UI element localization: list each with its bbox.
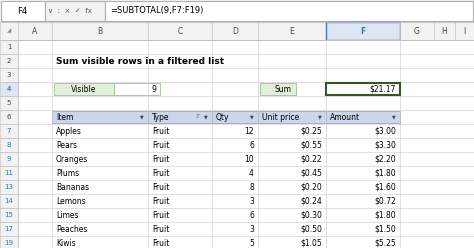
Text: 14: 14: [5, 198, 13, 204]
Text: 6: 6: [249, 141, 254, 150]
Text: Fruit: Fruit: [152, 183, 169, 191]
Text: $0.55: $0.55: [300, 141, 322, 150]
Text: 9: 9: [7, 156, 11, 162]
Text: Pears: Pears: [56, 141, 77, 150]
Text: $3.00: $3.00: [374, 126, 396, 135]
Text: =SUBTOTAL(9,F7:F19): =SUBTOTAL(9,F7:F19): [110, 6, 203, 15]
FancyBboxPatch shape: [105, 1, 473, 21]
FancyBboxPatch shape: [260, 83, 296, 95]
Text: $5.25: $5.25: [374, 239, 396, 248]
Text: $0.24: $0.24: [300, 196, 322, 206]
Text: Oranges: Oranges: [56, 155, 88, 163]
Text: $2.20: $2.20: [374, 155, 396, 163]
Text: 8: 8: [249, 183, 254, 191]
Text: Fruit: Fruit: [152, 141, 169, 150]
Text: 4: 4: [7, 86, 11, 92]
Text: 5: 5: [7, 100, 11, 106]
FancyBboxPatch shape: [258, 22, 326, 40]
FancyBboxPatch shape: [114, 83, 160, 95]
Text: Fruit: Fruit: [152, 211, 169, 219]
FancyBboxPatch shape: [326, 22, 400, 40]
Text: 3: 3: [249, 224, 254, 234]
Text: 17: 17: [4, 226, 13, 232]
Text: 15: 15: [5, 212, 13, 218]
Text: $0.20: $0.20: [300, 183, 322, 191]
Text: 12: 12: [245, 126, 254, 135]
Text: $21.17: $21.17: [370, 85, 396, 93]
FancyBboxPatch shape: [212, 111, 258, 123]
Text: Fruit: Fruit: [152, 155, 169, 163]
Text: $1.60: $1.60: [374, 183, 396, 191]
Text: Lemons: Lemons: [56, 196, 86, 206]
Text: Kiwis: Kiwis: [56, 239, 76, 248]
Text: Fruit: Fruit: [152, 126, 169, 135]
Text: Type: Type: [152, 113, 170, 122]
FancyBboxPatch shape: [326, 111, 400, 123]
Text: 9: 9: [151, 85, 156, 93]
FancyBboxPatch shape: [0, 222, 18, 236]
FancyBboxPatch shape: [0, 22, 18, 40]
Text: B: B: [98, 27, 102, 35]
Text: Qty: Qty: [216, 113, 229, 122]
Text: $0.25: $0.25: [300, 126, 322, 135]
Text: F: F: [360, 27, 365, 35]
Text: 7: 7: [7, 128, 11, 134]
Text: H: H: [442, 27, 447, 35]
FancyBboxPatch shape: [52, 22, 148, 40]
Text: ▼: ▼: [250, 115, 254, 120]
Text: 6: 6: [7, 114, 11, 120]
Text: 13: 13: [4, 184, 13, 190]
FancyBboxPatch shape: [0, 208, 18, 222]
Text: $1.05: $1.05: [300, 239, 322, 248]
Text: G: G: [414, 27, 420, 35]
Text: .T: .T: [196, 115, 200, 120]
FancyBboxPatch shape: [45, 1, 105, 21]
Text: Plums: Plums: [56, 168, 79, 178]
FancyBboxPatch shape: [0, 166, 18, 180]
FancyBboxPatch shape: [0, 180, 18, 194]
FancyBboxPatch shape: [0, 236, 18, 248]
FancyBboxPatch shape: [0, 152, 18, 166]
Text: 10: 10: [245, 155, 254, 163]
Text: 11: 11: [4, 170, 13, 176]
FancyBboxPatch shape: [0, 54, 18, 68]
Text: $0.50: $0.50: [300, 224, 322, 234]
FancyBboxPatch shape: [212, 22, 258, 40]
Text: $3.30: $3.30: [374, 141, 396, 150]
Text: E: E: [290, 27, 294, 35]
FancyBboxPatch shape: [52, 111, 148, 123]
Text: Limes: Limes: [56, 211, 79, 219]
Text: $1.80: $1.80: [374, 211, 396, 219]
Text: Fruit: Fruit: [152, 196, 169, 206]
Text: ∨  :  ×  ✓  fx: ∨ : × ✓ fx: [48, 8, 92, 14]
Text: $0.30: $0.30: [300, 211, 322, 219]
Text: D: D: [232, 27, 238, 35]
Text: $1.50: $1.50: [374, 224, 396, 234]
Text: 6: 6: [249, 211, 254, 219]
Text: $0.72: $0.72: [374, 196, 396, 206]
FancyBboxPatch shape: [400, 22, 434, 40]
FancyBboxPatch shape: [54, 83, 114, 95]
Text: Fruit: Fruit: [152, 168, 169, 178]
Text: 3: 3: [7, 72, 11, 78]
Text: 4: 4: [249, 168, 254, 178]
Text: Visible: Visible: [71, 85, 97, 93]
Text: Sum visible rows in a filtered list: Sum visible rows in a filtered list: [56, 57, 224, 65]
Text: $1.80: $1.80: [374, 168, 396, 178]
FancyBboxPatch shape: [148, 22, 212, 40]
FancyBboxPatch shape: [0, 124, 18, 138]
Text: Fruit: Fruit: [152, 239, 169, 248]
FancyBboxPatch shape: [0, 194, 18, 208]
Text: F4: F4: [17, 6, 27, 15]
Text: C: C: [177, 27, 182, 35]
FancyBboxPatch shape: [0, 40, 18, 54]
Text: Amount: Amount: [330, 113, 360, 122]
Text: 8: 8: [7, 142, 11, 148]
FancyBboxPatch shape: [0, 110, 18, 124]
Text: I: I: [464, 27, 465, 35]
Text: Peaches: Peaches: [56, 224, 87, 234]
Text: Apples: Apples: [56, 126, 82, 135]
FancyBboxPatch shape: [434, 22, 455, 40]
Text: 19: 19: [4, 240, 13, 246]
